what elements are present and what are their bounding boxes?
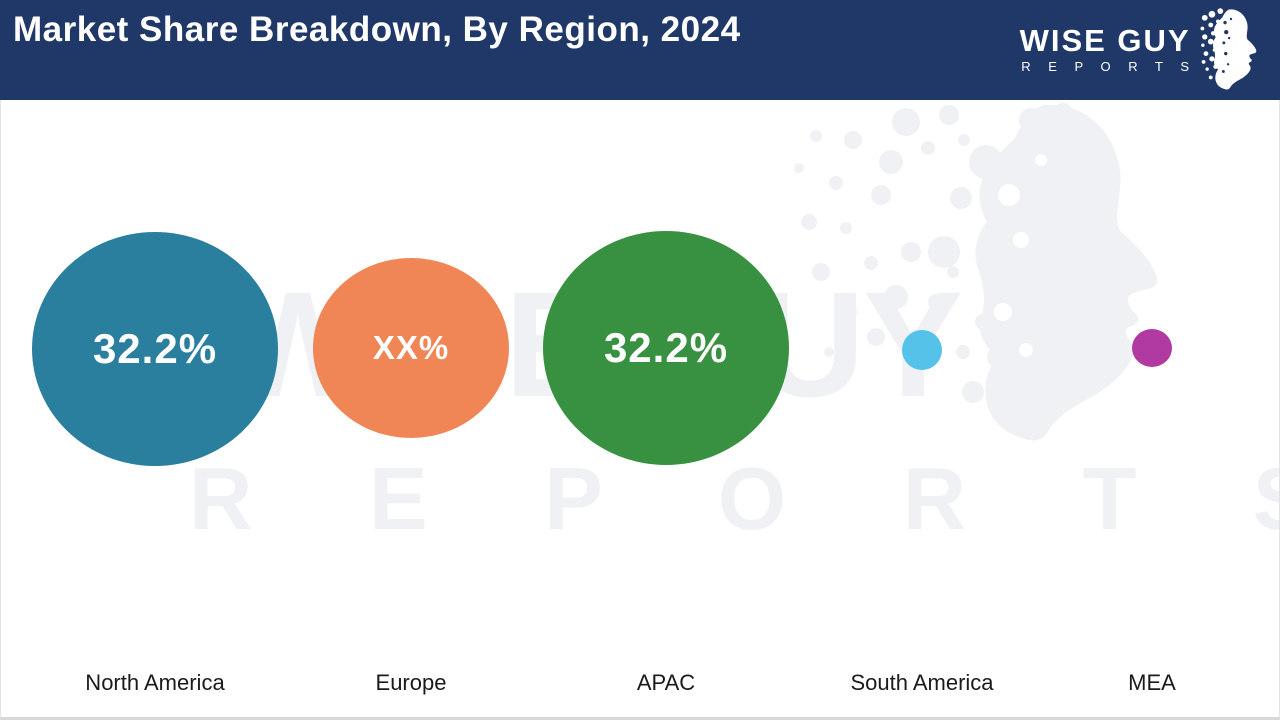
bubble-europe: XX% bbox=[313, 258, 509, 438]
category-label-north-america: North America bbox=[85, 670, 225, 695]
brand-subtitle: R E P O R T S bbox=[1021, 59, 1196, 74]
bubble-mea bbox=[1132, 329, 1172, 367]
bubble-value-europe: XX% bbox=[372, 329, 450, 366]
bubble-south-america bbox=[902, 330, 942, 370]
category-label-europe: Europe bbox=[375, 670, 447, 695]
page-title: Market Share Breakdown, By Region, 2024 bbox=[13, 10, 741, 49]
header-bar: Market Share Breakdown, By Region, 2024 … bbox=[0, 0, 1280, 100]
brand-name: WISE GUY bbox=[1019, 23, 1191, 58]
brand-head-icon bbox=[1200, 8, 1257, 90]
bubble-value-apac: 32.2% bbox=[603, 324, 729, 371]
bubble-value-north-america: 32.2% bbox=[92, 325, 218, 372]
bubble-apac: 32.2% bbox=[543, 231, 789, 465]
chart-area: WISE GUY R E P O R T S bbox=[0, 100, 1280, 720]
category-label-apac: APAC bbox=[636, 670, 696, 695]
category-label-mea: MEA bbox=[1128, 670, 1176, 695]
watermark-head-icon bbox=[794, 103, 1158, 441]
bubble-north-america: 32.2% bbox=[32, 232, 278, 466]
brand-logo-text: WISE GUY R E P O R T S bbox=[1014, 24, 1196, 76]
brand-logo: WISE GUY R E P O R T S bbox=[1014, 8, 1262, 92]
watermark-text-line2: R E P O R T S bbox=[189, 449, 1280, 548]
category-label-south-america: South America bbox=[850, 670, 994, 695]
